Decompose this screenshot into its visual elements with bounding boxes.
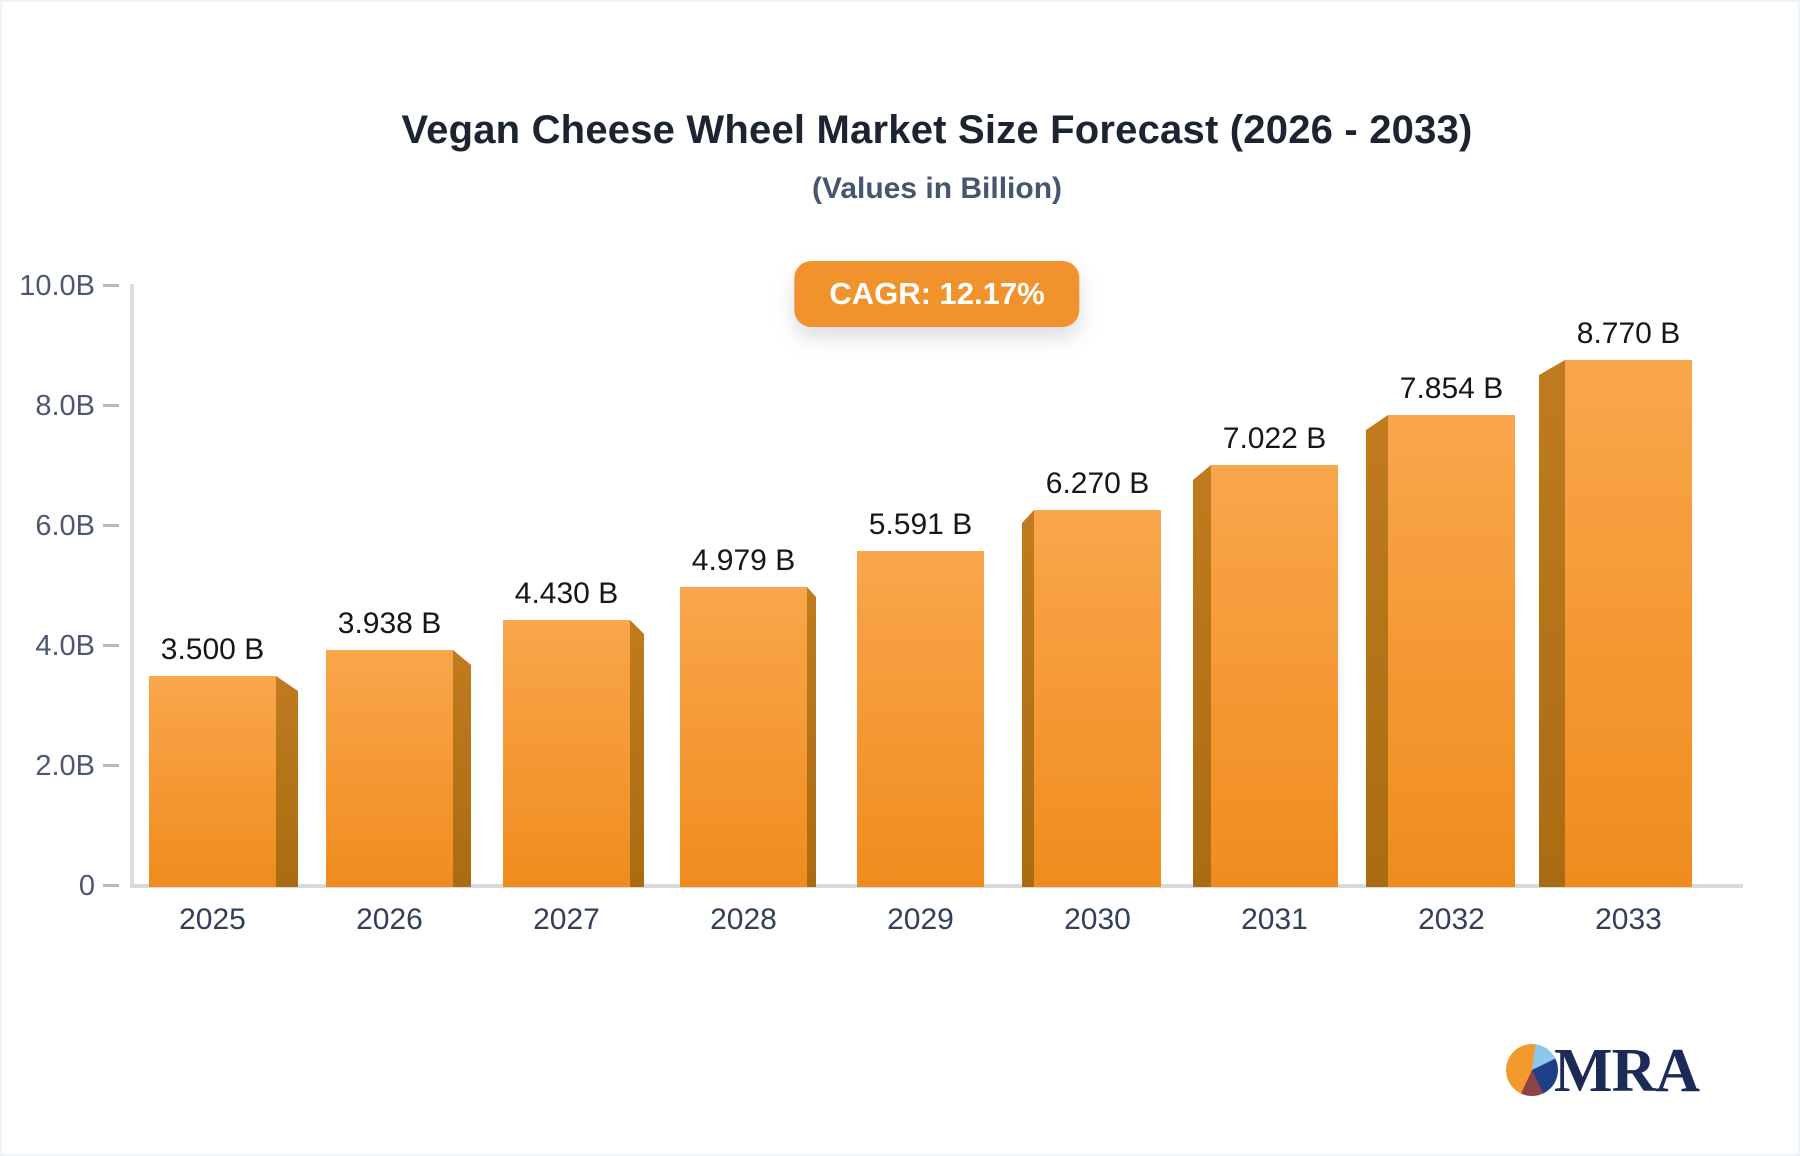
brand-logo: MRA <box>1506 1037 1726 1112</box>
bar-front-2030 <box>1034 510 1161 887</box>
bar-side-2028 <box>807 587 816 887</box>
bar-side-2031 <box>1193 465 1211 887</box>
y-tick-dash <box>103 524 119 527</box>
x-tick-label: 2031 <box>1241 903 1308 936</box>
bar-front-2027 <box>503 620 630 887</box>
y-tick-label: 0 <box>78 870 95 902</box>
bar-front-2029 <box>857 551 984 887</box>
bar-side-2025 <box>276 676 298 887</box>
bar-front-2026 <box>326 650 453 887</box>
x-tick-label: 2033 <box>1595 903 1662 936</box>
bar-value-label: 8.770 B <box>1576 317 1681 350</box>
bar-value-label: 5.591 B <box>868 508 973 541</box>
brand-logo-text: MRA <box>1554 1037 1700 1105</box>
x-tick-label: 2027 <box>533 903 600 936</box>
bar-side-2032 <box>1366 415 1388 887</box>
bar-side-2026 <box>453 650 471 887</box>
y-tick-label: 4.0B <box>35 630 95 662</box>
y-tick-dash <box>103 644 119 647</box>
bar-value-label: 4.430 B <box>514 577 619 610</box>
x-tick-label: 2028 <box>710 903 777 936</box>
chart-subtitle: (Values in Billion) <box>811 172 1063 205</box>
x-tick-label: 2025 <box>179 903 246 936</box>
x-tick-label: 2032 <box>1418 903 1485 936</box>
bar-value-label: 4.979 B <box>691 544 796 577</box>
bar-front-2028 <box>680 587 807 887</box>
pie-chart-icon <box>1506 1044 1558 1096</box>
cagr-badge: CAGR: 12.17% <box>794 261 1080 327</box>
bar-front-2033 <box>1565 360 1692 887</box>
y-tick-dash <box>103 884 119 887</box>
y-tick-label: 8.0B <box>35 390 95 422</box>
bar-value-label: 7.854 B <box>1399 372 1504 405</box>
bar-value-label: 7.022 B <box>1222 422 1327 455</box>
y-tick-dash <box>103 764 119 767</box>
x-tick-label: 2030 <box>1064 903 1131 936</box>
bar-value-label: 3.938 B <box>337 607 442 640</box>
bar-front-2032 <box>1388 415 1515 887</box>
chart-title: Vegan Cheese Wheel Market Size Forecast … <box>401 108 1473 152</box>
bar-front-2031 <box>1211 465 1338 887</box>
x-tick-label: 2026 <box>356 903 423 936</box>
y-tick-dash <box>103 284 119 287</box>
y-axis-line <box>130 284 134 888</box>
y-tick-label: 10.0B <box>19 270 95 302</box>
y-tick-label: 6.0B <box>35 510 95 542</box>
x-tick-label: 2029 <box>887 903 954 936</box>
bar-value-label: 3.500 B <box>160 633 265 666</box>
y-tick-label: 2.0B <box>35 750 95 782</box>
bar-value-label: 6.270 B <box>1045 467 1150 500</box>
bar-side-2027 <box>630 620 644 887</box>
bar-front-2025 <box>149 676 276 887</box>
bar-side-2030 <box>1022 510 1034 887</box>
y-tick-dash <box>103 404 119 407</box>
bar-side-2033 <box>1539 360 1565 887</box>
